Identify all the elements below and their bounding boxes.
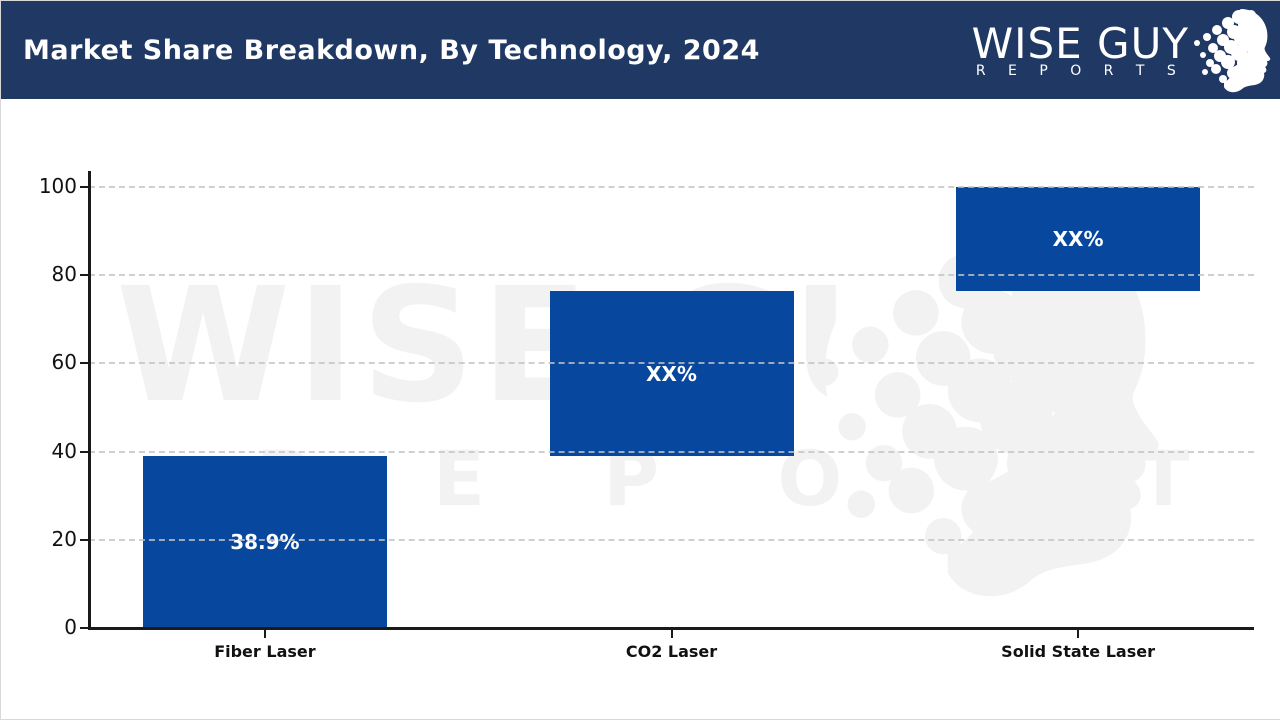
y-tick-mark-60 bbox=[80, 362, 89, 365]
bar-value-label-co2-laser: XX% bbox=[646, 361, 697, 386]
y-tick-mark-40 bbox=[80, 450, 89, 453]
x-tick-mark-solid-state-laser bbox=[1077, 630, 1080, 638]
bar-co2-laser: XX% bbox=[549, 290, 794, 457]
y-tick-mark-20 bbox=[80, 538, 89, 541]
x-axis-line bbox=[89, 627, 1254, 630]
x-tick-label-fiber-laser: Fiber Laser bbox=[214, 642, 316, 661]
gridline-100 bbox=[89, 186, 1254, 188]
gridline-80 bbox=[89, 274, 1254, 277]
gridline-40 bbox=[89, 450, 1254, 453]
plot-area: WISE GUY R E P O R T S 020406080100Fiber… bbox=[1, 99, 1280, 719]
x-tick-mark-co2-laser bbox=[670, 630, 673, 638]
brand-logo-text: WISE GUY R E P O R T S bbox=[971, 18, 1189, 80]
bar-value-label-fiber-laser: 38.9% bbox=[230, 530, 300, 555]
gridline-60 bbox=[89, 362, 1254, 365]
y-tick-label-100: 100 bbox=[38, 174, 77, 198]
page-title: Market Share Breakdown, By Technology, 2… bbox=[23, 34, 760, 66]
bar-value-label-solid-state-laser: XX% bbox=[1052, 226, 1104, 251]
x-tick-label-co2-laser: CO2 Laser bbox=[625, 642, 718, 661]
y-tick-mark-0 bbox=[80, 627, 89, 629]
bar-fiber-laser: 38.9% bbox=[142, 456, 387, 628]
y-tick-label-20: 20 bbox=[51, 526, 77, 551]
y-tick-label-80: 80 bbox=[51, 262, 77, 287]
y-tick-mark-100 bbox=[80, 186, 89, 188]
y-axis-line bbox=[88, 171, 91, 630]
y-tick-label-0: 0 bbox=[64, 615, 77, 639]
header-banner: Market Share Breakdown, By Technology, 2… bbox=[1, 1, 1280, 99]
brand-name: WISE GUY bbox=[971, 18, 1189, 68]
x-tick-label-solid-state-laser: Solid State Laser bbox=[1001, 642, 1155, 661]
y-tick-label-40: 40 bbox=[51, 438, 77, 463]
brand-logo: WISE GUY R E P O R T S bbox=[972, 5, 1273, 95]
brand-subtitle: R E P O R T S bbox=[975, 63, 1185, 80]
y-tick-mark-80 bbox=[80, 274, 89, 277]
dotted-head-logo-icon bbox=[1194, 9, 1271, 93]
x-tick-mark-fiber-laser bbox=[263, 630, 266, 638]
gridline-20 bbox=[89, 538, 1254, 541]
y-tick-label-60: 60 bbox=[51, 350, 77, 375]
